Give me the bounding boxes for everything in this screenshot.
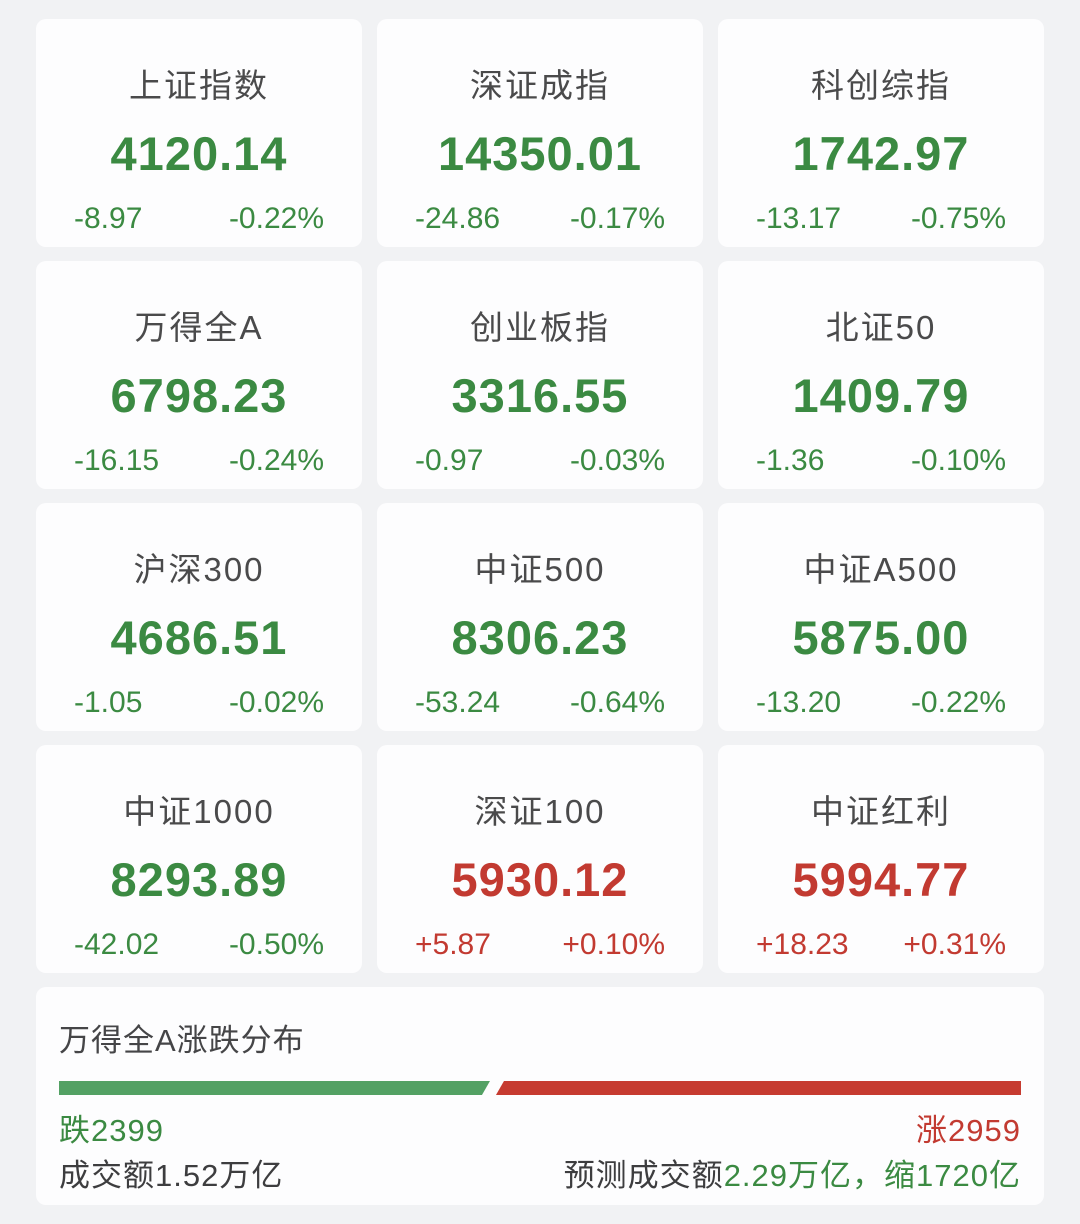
index-change: -0.97 (415, 444, 484, 477)
index-value: 8306.23 (451, 611, 629, 664)
index-card[interactable]: 中证1000 8293.89 -42.02 -0.50% (36, 745, 362, 973)
rise-count-label: 涨2959 (916, 1113, 1021, 1148)
index-change: -16.15 (74, 444, 160, 477)
index-value: 6798.23 (110, 369, 288, 422)
rise-bar-segment (495, 1081, 1021, 1095)
index-value: 1409.79 (792, 369, 970, 422)
index-name: 深证成指 (470, 67, 610, 104)
index-change-row: -1.05 -0.02% (36, 686, 362, 720)
index-value: 4120.14 (110, 127, 288, 180)
index-change-pct: -0.03% (569, 444, 665, 477)
index-change: -8.97 (74, 202, 143, 235)
index-card[interactable]: 北证50 1409.79 -1.36 -0.10% (718, 261, 1044, 489)
index-change-pct: -0.22% (910, 686, 1006, 719)
index-name: 中证1000 (123, 793, 275, 830)
index-change-pct: -0.75% (910, 202, 1006, 235)
index-value: 3316.55 (451, 369, 629, 422)
index-change-row: +18.23 +0.31% (718, 928, 1044, 962)
index-value: 5875.00 (792, 611, 970, 664)
index-card[interactable]: 创业板指 3316.55 -0.97 -0.03% (377, 261, 703, 489)
index-name: 深证100 (474, 793, 606, 830)
distribution-title: 万得全A涨跌分布 (59, 1023, 305, 1058)
index-change-pct: +0.31% (903, 928, 1006, 961)
fall-count-label: 跌2399 (59, 1113, 164, 1148)
index-card[interactable]: 深证100 5930.12 +5.87 +0.10% (377, 745, 703, 973)
count-labels-row: 跌2399 涨2959 (59, 1112, 1021, 1149)
index-name: 中证500 (474, 551, 606, 588)
index-value: 1742.97 (792, 127, 970, 180)
index-value: 5930.12 (451, 853, 629, 906)
index-card[interactable]: 中证红利 5994.77 +18.23 +0.31% (718, 745, 1044, 973)
distribution-panel: 万得全A涨跌分布 跌2399 涨2959 成交额1.52万亿 预测成交额2.29… (36, 987, 1044, 1205)
index-name: 科创综指 (811, 67, 951, 104)
index-name: 万得全A (134, 309, 264, 346)
index-value: 8293.89 (110, 853, 288, 906)
index-change: -1.36 (756, 444, 825, 477)
turnover-row: 成交额1.52万亿 预测成交额2.29万亿，缩1720亿 (59, 1157, 1021, 1194)
index-change-row: -53.24 -0.64% (377, 686, 703, 720)
index-change-pct: +0.10% (562, 928, 665, 961)
advance-decline-bar (59, 1081, 1021, 1095)
index-change-pct: -0.10% (910, 444, 1006, 477)
index-change-row: -13.20 -0.22% (718, 686, 1044, 720)
index-change-row: -24.86 -0.17% (377, 202, 703, 236)
index-change: +18.23 (756, 928, 849, 961)
index-change-pct: -0.50% (228, 928, 324, 961)
index-card[interactable]: 中证A500 5875.00 -13.20 -0.22% (718, 503, 1044, 731)
fall-bar-segment (59, 1081, 490, 1095)
index-value: 4686.51 (110, 611, 288, 664)
forecast-label: 预测成交额2.29万亿，缩1720亿 (564, 1157, 1021, 1194)
index-change-pct: -0.22% (228, 202, 324, 235)
index-card[interactable]: 万得全A 6798.23 -16.15 -0.24% (36, 261, 362, 489)
index-card[interactable]: 上证指数 4120.14 -8.97 -0.22% (36, 19, 362, 247)
index-card[interactable]: 中证500 8306.23 -53.24 -0.64% (377, 503, 703, 731)
index-change: -42.02 (74, 928, 160, 961)
index-card[interactable]: 沪深300 4686.51 -1.05 -0.02% (36, 503, 362, 731)
index-name: 北证50 (825, 309, 937, 346)
index-change-pct: -0.17% (569, 202, 665, 235)
index-name: 上证指数 (129, 67, 269, 104)
turnover-label: 成交额1.52万亿 (59, 1158, 284, 1193)
index-card[interactable]: 科创综指 1742.97 -13.17 -0.75% (718, 19, 1044, 247)
index-change-pct: -0.02% (228, 686, 324, 719)
index-change: -24.86 (415, 202, 501, 235)
index-change: +5.87 (415, 928, 491, 961)
forecast-prefix: 预测成交额 (563, 1158, 724, 1193)
index-change: -13.17 (756, 202, 842, 235)
index-change-pct: -0.24% (228, 444, 324, 477)
index-change: -53.24 (415, 686, 501, 719)
index-value: 5994.77 (792, 853, 970, 906)
forecast-value: 2.29万亿，缩1720亿 (723, 1158, 1021, 1193)
index-name: 中证A500 (803, 551, 959, 588)
index-change-row: -42.02 -0.50% (36, 928, 362, 962)
index-grid: 上证指数 4120.14 -8.97 -0.22% 深证成指 14350.01 … (36, 19, 1044, 973)
index-name: 沪深300 (133, 551, 265, 588)
index-change-row: -1.36 -0.10% (718, 444, 1044, 478)
index-change: -1.05 (74, 686, 143, 719)
index-change-row: -16.15 -0.24% (36, 444, 362, 478)
index-change-pct: -0.64% (569, 686, 665, 719)
index-change-row: -0.97 -0.03% (377, 444, 703, 478)
index-value: 14350.01 (437, 127, 643, 180)
index-change-row: -8.97 -0.22% (36, 202, 362, 236)
index-card[interactable]: 深证成指 14350.01 -24.86 -0.17% (377, 19, 703, 247)
index-name: 中证红利 (811, 793, 951, 830)
index-change-row: +5.87 +0.10% (377, 928, 703, 962)
index-change-row: -13.17 -0.75% (718, 202, 1044, 236)
index-change: -13.20 (756, 686, 842, 719)
index-name: 创业板指 (470, 309, 610, 346)
